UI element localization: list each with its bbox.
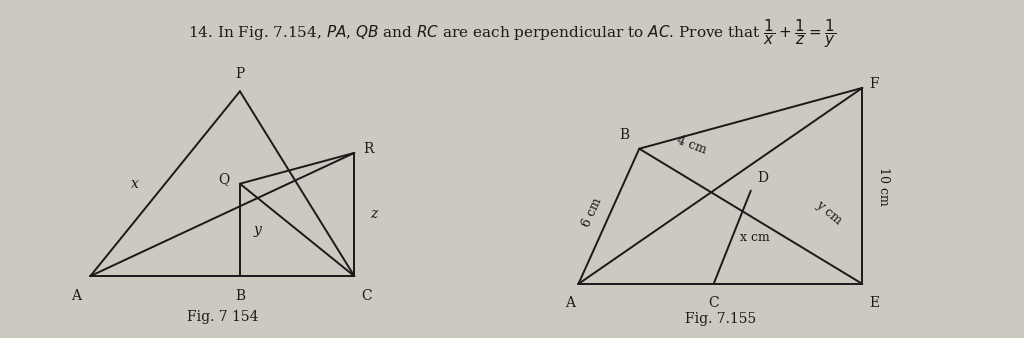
Text: y cm: y cm bbox=[813, 198, 845, 227]
Text: R: R bbox=[364, 142, 374, 155]
Text: 14. In Fig. 7.154, $PA$, $QB$ and $RC$ are each perpendicular to $AC$. Prove tha: 14. In Fig. 7.154, $PA$, $QB$ and $RC$ a… bbox=[187, 17, 837, 50]
Text: Q: Q bbox=[218, 172, 229, 186]
Text: B: B bbox=[618, 128, 629, 142]
Text: x: x bbox=[131, 177, 138, 191]
Text: z: z bbox=[370, 208, 378, 221]
Text: 6 cm: 6 cm bbox=[580, 196, 604, 230]
Text: F: F bbox=[869, 77, 879, 92]
Text: y: y bbox=[253, 223, 261, 237]
Text: Fig. 7.155: Fig. 7.155 bbox=[685, 312, 756, 326]
Text: C: C bbox=[361, 289, 372, 303]
Text: C: C bbox=[709, 296, 719, 310]
Text: B: B bbox=[234, 289, 245, 303]
Text: x cm: x cm bbox=[740, 231, 770, 244]
Text: Fig. 7 154: Fig. 7 154 bbox=[186, 310, 258, 323]
Text: P: P bbox=[236, 67, 245, 81]
Text: D: D bbox=[758, 171, 769, 185]
Text: 4 cm: 4 cm bbox=[675, 133, 709, 156]
Text: E: E bbox=[869, 296, 880, 310]
Text: 10 cm: 10 cm bbox=[878, 167, 890, 205]
Text: A: A bbox=[72, 289, 82, 303]
Text: A: A bbox=[565, 296, 575, 310]
